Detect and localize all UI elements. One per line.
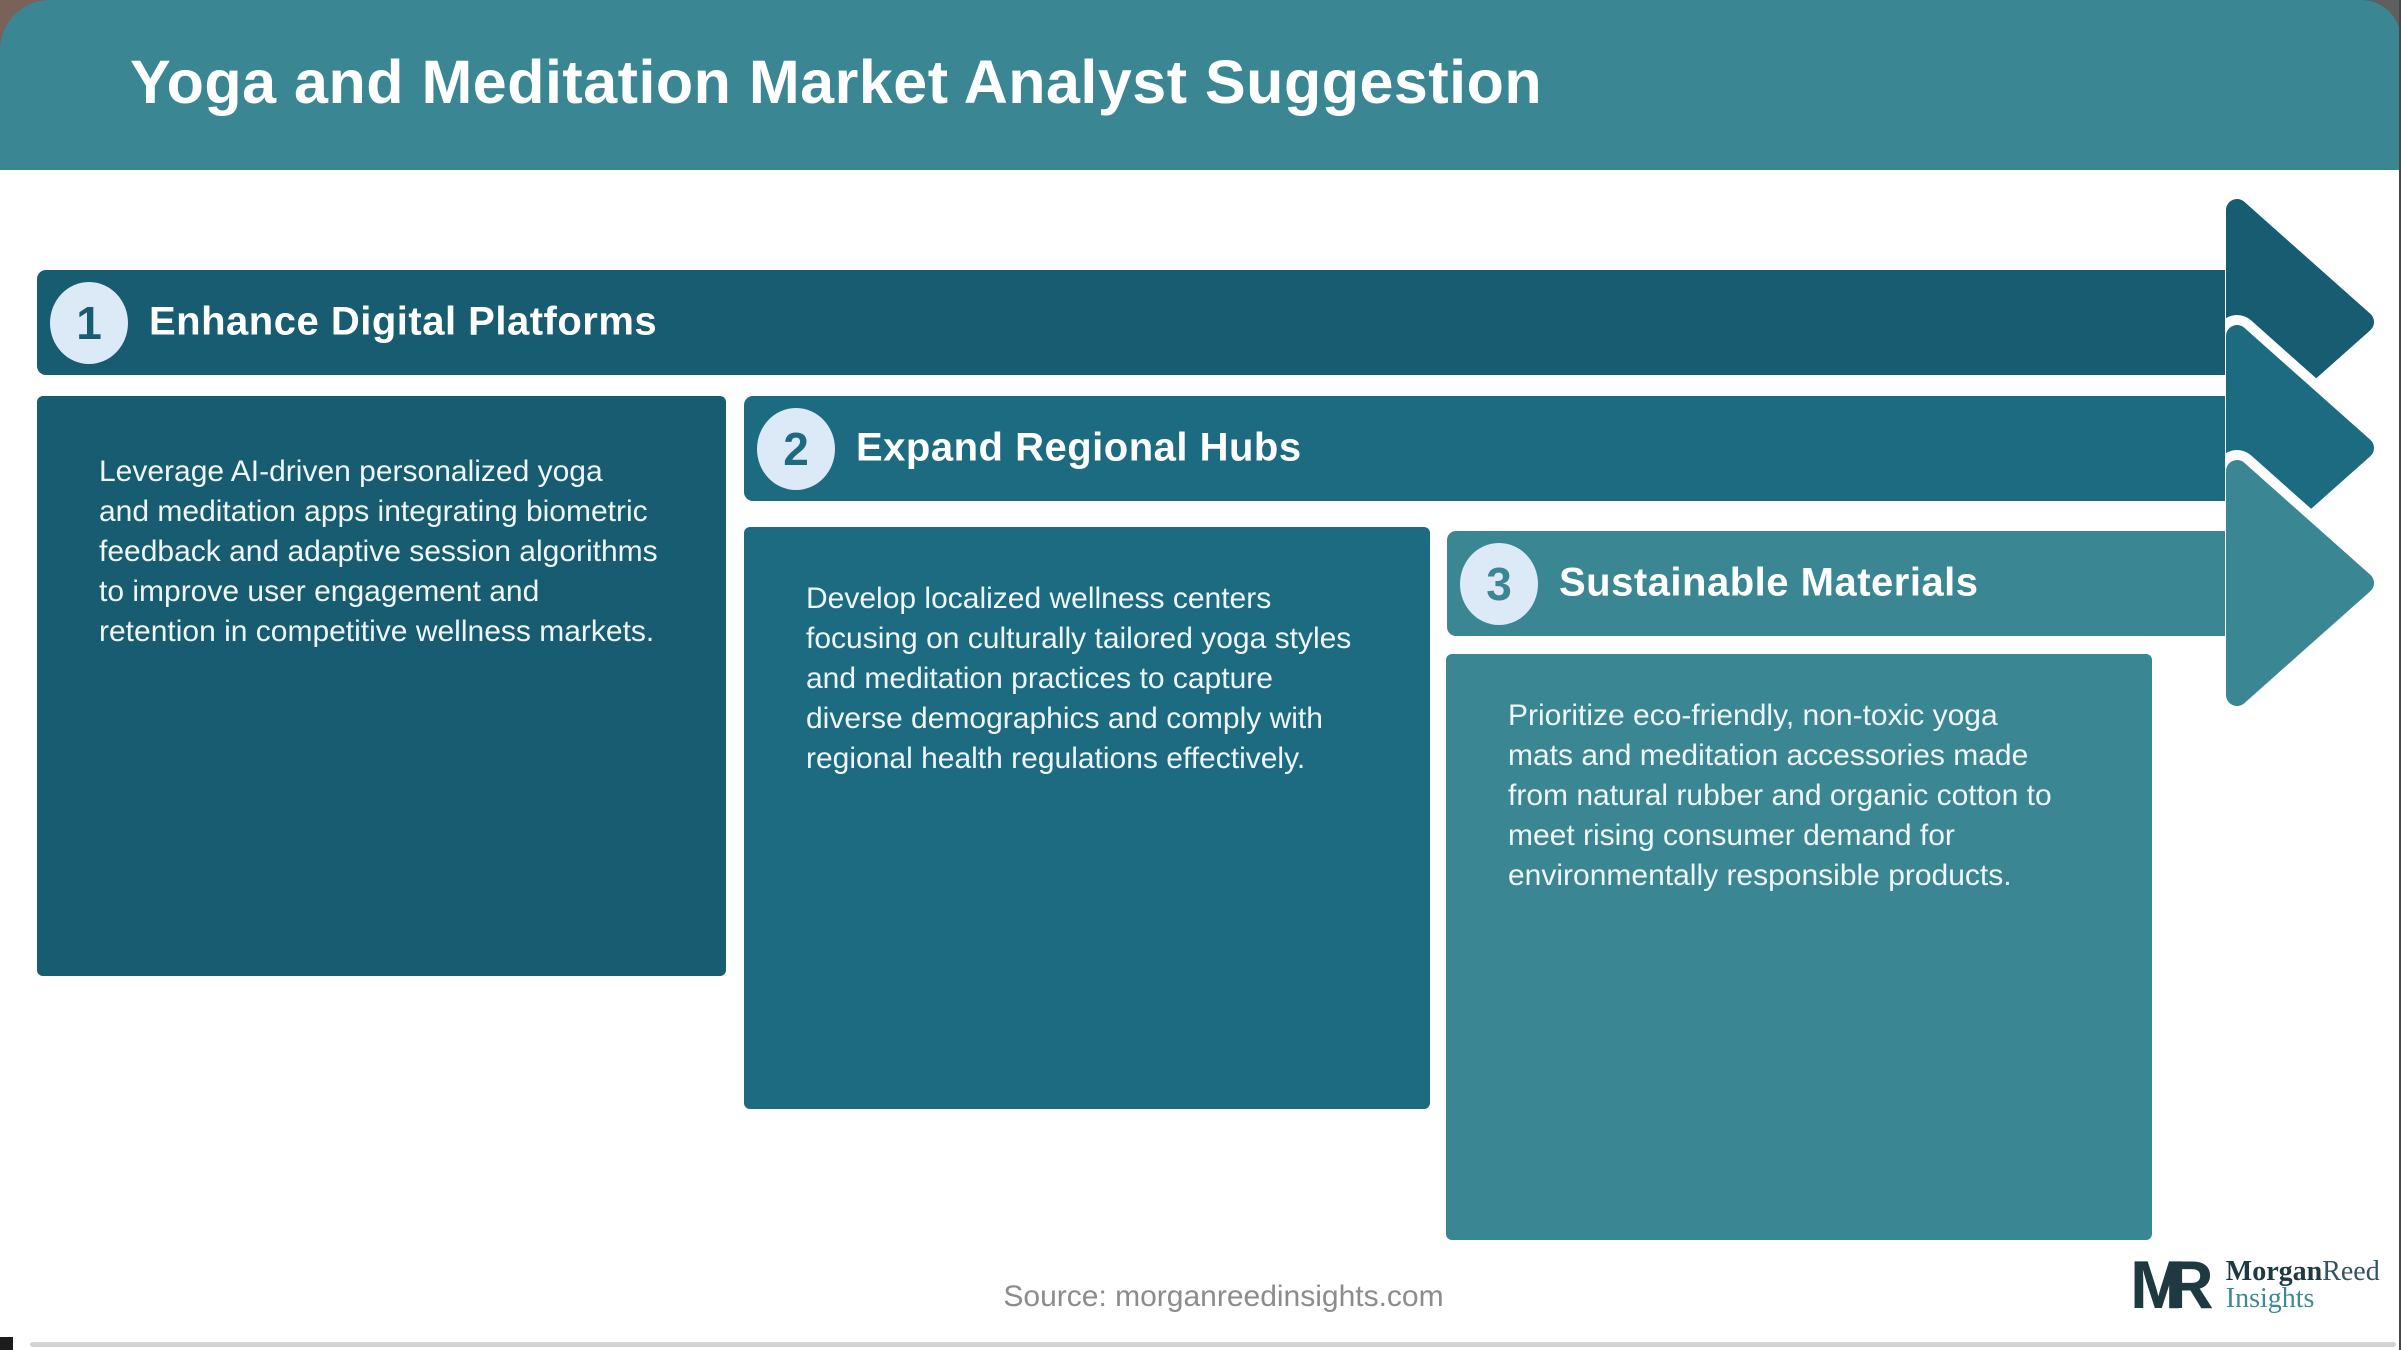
- step-banner-1: 1 Enhance Digital Platforms: [37, 270, 2237, 375]
- step-description-2: Develop localized wellness centers focus…: [806, 582, 1352, 775]
- page-title: Yoga and Meditation Market Analyst Sugge…: [130, 48, 1543, 117]
- step-number-3: 3: [1486, 557, 1512, 610]
- brand-name-morgan: Morgan: [2225, 1256, 2323, 1287]
- right-edge-line: [2399, 0, 2401, 1350]
- bottom-left-corner-mark: [0, 1337, 13, 1350]
- step-description-box-2: Develop localized wellness centers focus…: [744, 527, 1430, 1109]
- brand-logo: MR MorganReed Insights: [2130, 1251, 2380, 1319]
- monogram-m: M: [2130, 1247, 2187, 1323]
- morganreed-monogram-icon: MR: [2130, 1251, 2214, 1319]
- source-attribution: Source: morganreedinsights.com: [1003, 1280, 1444, 1313]
- step-title-2: Expand Regional Hubs: [856, 425, 1302, 470]
- step-number-badge-2: 2: [757, 407, 835, 490]
- monogram-r: R: [2164, 1247, 2214, 1323]
- step-description-box-3: Prioritize eco-friendly, non-toxic yoga …: [1446, 654, 2152, 1240]
- step-description-1: Leverage AI-driven personalized yoga and…: [99, 455, 658, 648]
- step-number-1: 1: [76, 296, 102, 349]
- step-banner-3: 3 Sustainable Materials: [1447, 531, 2237, 636]
- step-description-3: Prioritize eco-friendly, non-toxic yoga …: [1508, 699, 2052, 892]
- step-number-badge-1: 1: [50, 281, 128, 364]
- bottom-edge-line: [30, 1342, 2396, 1347]
- brand-tagline: Insights: [2225, 1283, 2315, 1314]
- step-title-3: Sustainable Materials: [1559, 560, 1979, 605]
- step-number-2: 2: [783, 422, 809, 475]
- brand-name: MorganReed: [2225, 1256, 2380, 1287]
- step-title-1: Enhance Digital Platforms: [149, 299, 658, 344]
- header-banner: Yoga and Meditation Market Analyst Sugge…: [0, 0, 2401, 170]
- brand-name-reed: Reed: [2322, 1256, 2380, 1287]
- arrow-head-3-icon: [2226, 460, 2374, 706]
- step-number-badge-3: 3: [1460, 542, 1538, 625]
- brand-logo-text: MorganReed Insights: [2225, 1256, 2380, 1314]
- arrow-heads: [2225, 189, 2384, 716]
- step-description-box-1: Leverage AI-driven personalized yoga and…: [37, 396, 726, 976]
- step-banner-2: 2 Expand Regional Hubs: [744, 396, 2237, 501]
